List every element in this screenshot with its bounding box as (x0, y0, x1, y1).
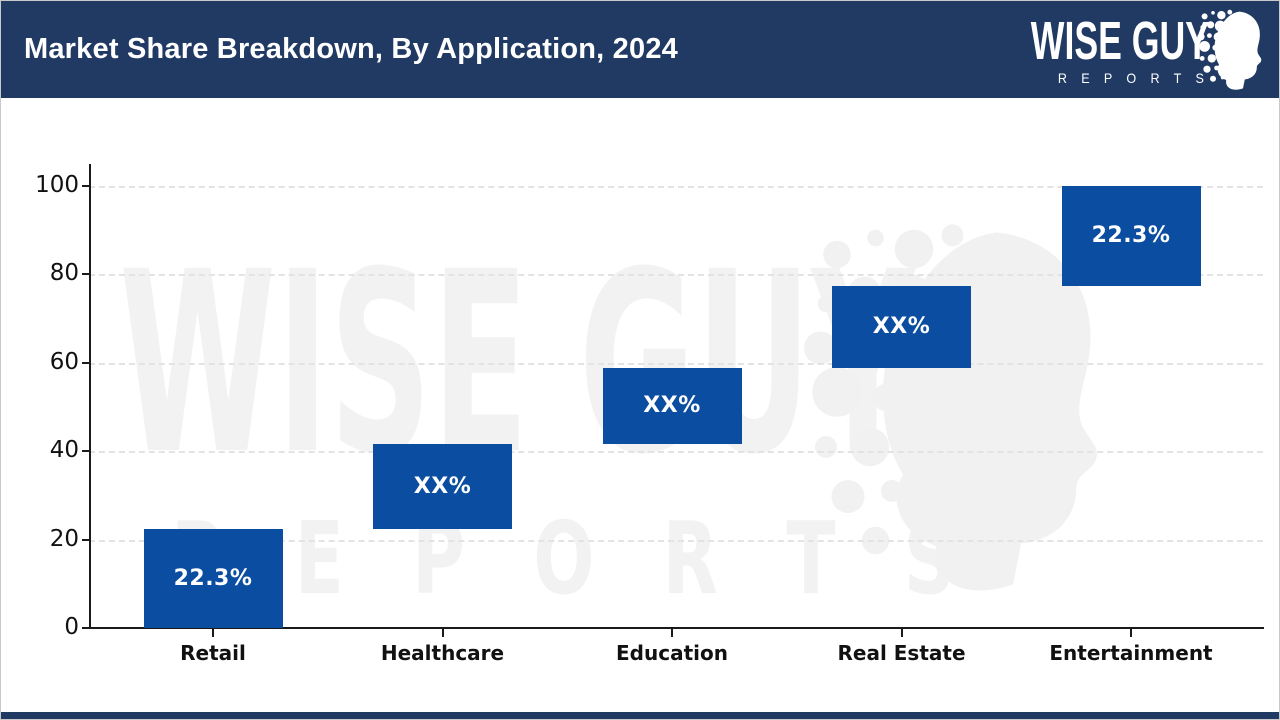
x-axis-tick (441, 629, 444, 637)
gridline-y100 (89, 186, 1263, 188)
bar-entertainment: 22.3% (1061, 186, 1201, 286)
x-axis-tick (671, 629, 673, 637)
header-bar: Market Share Breakdown, By Application, … (1, 1, 1279, 98)
y-tick-label: 60 (49, 348, 79, 375)
y-tick-label: 80 (49, 260, 79, 287)
x-tick-label-retail: Retail (180, 641, 246, 665)
watermark-reports-text: R E P O R T S (171, 500, 978, 617)
y-axis-tick (82, 361, 90, 364)
x-tick-label-education: Education (616, 641, 728, 665)
y-axis-tick (82, 538, 90, 541)
bar-real-estate: XX% (832, 285, 971, 368)
gridline-y80 (89, 274, 1263, 277)
y-tick-label: 40 (49, 437, 79, 464)
bar-value-label: XX% (643, 393, 701, 419)
bar-value-label: XX% (872, 314, 931, 340)
y-tick-label: 100 (35, 172, 79, 198)
bar-value-label: XX% (413, 474, 472, 500)
y-tick-label: 0 (64, 614, 79, 640)
y-axis-line (89, 164, 91, 629)
x-axis-tick (1130, 629, 1132, 637)
gridline-y40 (89, 451, 1263, 454)
x-tick-label-entertainment: Entertainment (1049, 641, 1213, 665)
chart-title: Market Share Breakdown, By Application, … (24, 33, 678, 65)
bar-value-label: 22.3% (1091, 223, 1171, 249)
wise-guy-reports-logo: WISE GUY R E P O R T S (939, 5, 1267, 95)
x-tick-label-real-estate: Real Estate (837, 641, 966, 665)
bar-retail: 22.3% (143, 529, 283, 628)
gridline-y60 (89, 362, 1263, 365)
x-axis-tick (212, 629, 214, 637)
bar-education: XX% (602, 367, 742, 444)
logo-wordmark: WISE GUY (1030, 11, 1209, 71)
x-axis-tick (900, 629, 903, 637)
x-tick-label-healthcare: Healthcare (380, 641, 505, 665)
y-axis-tick (82, 450, 90, 453)
gridline-y20 (89, 539, 1263, 542)
footer-bar (1, 712, 1279, 719)
bar-value-label: 22.3% (173, 566, 253, 592)
bar-healthcare: XX% (373, 443, 512, 530)
logo-reports-text: R E P O R T S (1057, 70, 1209, 86)
y-axis-tick (82, 185, 90, 187)
y-axis-tick (82, 273, 90, 276)
x-axis-line (89, 627, 1264, 629)
y-tick-label: 20 (49, 525, 79, 552)
y-axis-tick (82, 627, 90, 629)
